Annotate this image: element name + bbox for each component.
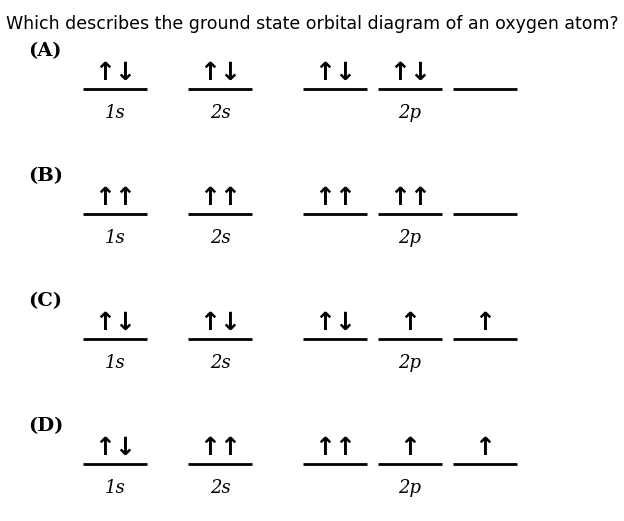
Text: ↑: ↑ — [399, 311, 421, 335]
Text: ↑↑: ↑↑ — [199, 186, 241, 210]
Text: (B): (B) — [28, 167, 63, 185]
Text: Which describes the ground state orbital diagram of an oxygen atom?: Which describes the ground state orbital… — [6, 15, 618, 33]
Text: 2s: 2s — [210, 104, 230, 122]
Text: 2p: 2p — [399, 229, 421, 247]
Text: 2p: 2p — [399, 354, 421, 372]
Text: 2s: 2s — [210, 354, 230, 372]
Text: ↑↑: ↑↑ — [199, 436, 241, 460]
Text: ↑↓: ↑↓ — [94, 311, 136, 335]
Text: ↑↑: ↑↑ — [314, 436, 356, 460]
Text: 2p: 2p — [399, 104, 421, 122]
Text: ↑↓: ↑↓ — [389, 61, 431, 85]
Text: ↑↓: ↑↓ — [314, 311, 356, 335]
Text: 1s: 1s — [105, 354, 125, 372]
Text: 2p: 2p — [399, 479, 421, 497]
Text: ↑↑: ↑↑ — [314, 186, 356, 210]
Text: (D): (D) — [28, 417, 64, 435]
Text: (C): (C) — [28, 292, 62, 310]
Text: 2s: 2s — [210, 229, 230, 247]
Text: 1s: 1s — [105, 479, 125, 497]
Text: ↑↓: ↑↓ — [314, 61, 356, 85]
Text: 1s: 1s — [105, 229, 125, 247]
Text: 2s: 2s — [210, 479, 230, 497]
Text: ↑: ↑ — [474, 311, 495, 335]
Text: ↑: ↑ — [399, 436, 421, 460]
Text: ↑↑: ↑↑ — [389, 186, 431, 210]
Text: ↑↑: ↑↑ — [94, 186, 136, 210]
Text: ↑↓: ↑↓ — [199, 61, 241, 85]
Text: 1s: 1s — [105, 104, 125, 122]
Text: (A): (A) — [28, 42, 62, 60]
Text: ↑↓: ↑↓ — [94, 61, 136, 85]
Text: ↑↓: ↑↓ — [199, 311, 241, 335]
Text: ↑↓: ↑↓ — [94, 436, 136, 460]
Text: ↑: ↑ — [474, 436, 495, 460]
